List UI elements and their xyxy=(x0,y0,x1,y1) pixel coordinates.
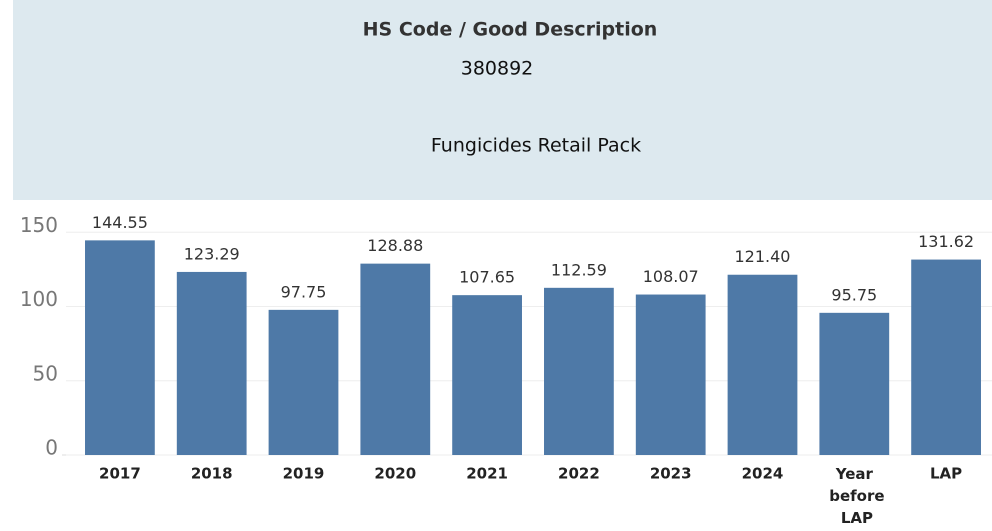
value-label: 112.59 xyxy=(551,260,607,279)
value-label: 128.88 xyxy=(367,236,423,255)
header-panel xyxy=(13,0,992,200)
x-tick-label: 2024 xyxy=(742,465,784,483)
bar xyxy=(176,271,247,455)
x-tick-label: 2023 xyxy=(650,465,692,483)
y-tick-label: 50 xyxy=(33,361,58,385)
x-tick-label: Year before LAP xyxy=(824,465,885,527)
bar xyxy=(727,274,798,455)
bar xyxy=(544,287,614,455)
y-tick-label: 150 xyxy=(20,213,58,237)
header-description: Fungicides Retail Pack xyxy=(431,135,641,157)
x-tick-label: 2020 xyxy=(374,465,416,483)
value-label: 97.75 xyxy=(281,282,327,301)
value-label: 144.55 xyxy=(92,213,148,232)
bar xyxy=(635,294,706,455)
value-label: 95.75 xyxy=(831,285,877,304)
x-tick-label: LAP xyxy=(930,465,962,483)
value-label: 108.07 xyxy=(643,267,699,286)
x-tick-label: 2021 xyxy=(466,465,508,483)
value-label: 107.65 xyxy=(459,268,515,287)
y-tick-label: 100 xyxy=(20,287,58,311)
bar xyxy=(85,240,155,455)
x-tick-label: 2018 xyxy=(191,465,233,483)
header-title: HS Code / Good Description xyxy=(363,19,658,41)
bar xyxy=(819,312,890,455)
x-tick-label: 2019 xyxy=(283,465,325,483)
value-label: 123.29 xyxy=(184,244,240,263)
y-tick-label: 0 xyxy=(45,436,58,460)
bar xyxy=(911,259,981,455)
value-label: 121.40 xyxy=(735,247,791,266)
x-tick-label: 2022 xyxy=(558,465,600,483)
header-code: 380892 xyxy=(461,58,534,80)
bar xyxy=(452,295,522,455)
value-label: 131.62 xyxy=(918,232,974,251)
bar xyxy=(268,309,339,455)
x-tick-label: 2017 xyxy=(99,465,141,483)
bar xyxy=(360,263,431,455)
